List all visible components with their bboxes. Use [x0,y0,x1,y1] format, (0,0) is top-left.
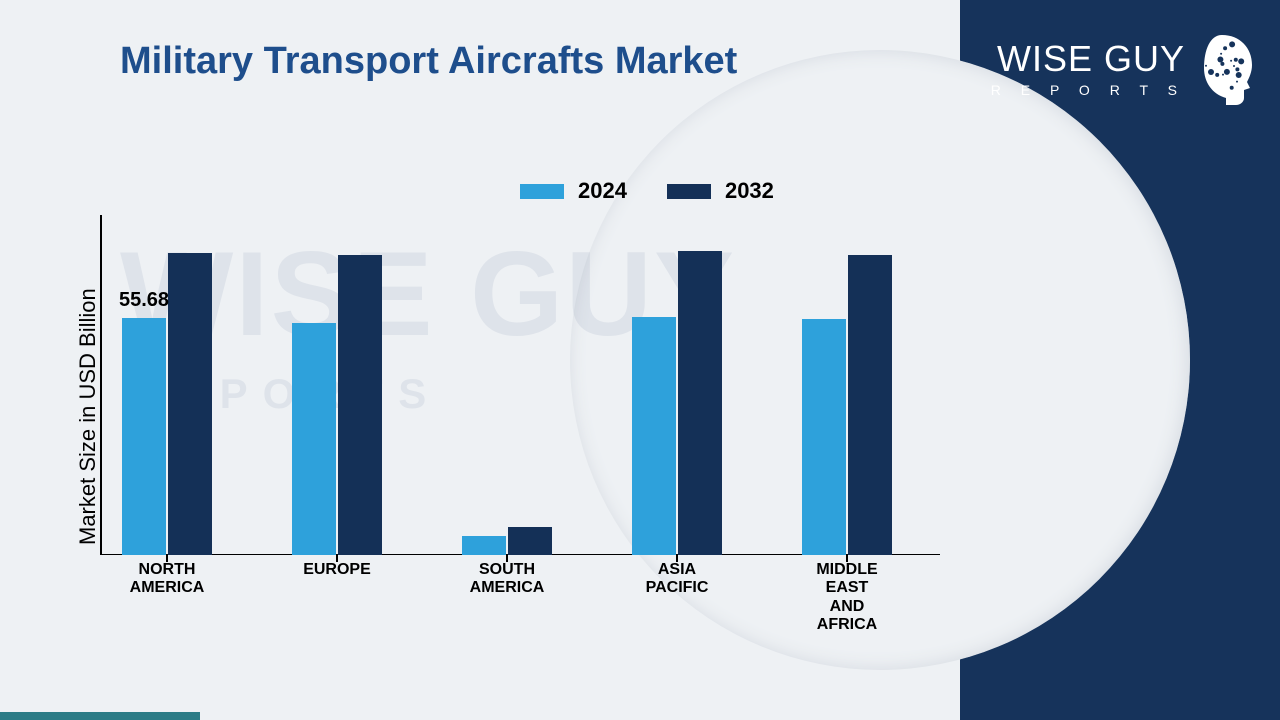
stage: WISE GUY R E P O R T S Military Transpor… [0,0,1280,720]
bar-group: ASIAPACIFIC [632,215,722,555]
bar-group: MIDDLEEASTANDAFRICA [802,215,892,555]
bar-group: SOUTHAMERICA [462,215,552,555]
legend: 2024 2032 [520,178,774,204]
brand-logo-line2: R E P O R T S [991,82,1185,98]
legend-label-2032: 2032 [725,178,774,204]
category-label: SOUTHAMERICA [447,555,567,598]
brand-head-icon [1192,30,1262,110]
chart-title: Military Transport Aircrafts Market [120,40,737,83]
category-label: MIDDLEEASTANDAFRICA [787,555,907,635]
legend-label-2024: 2024 [578,178,627,204]
legend-item-2032: 2032 [667,178,774,204]
value-label: 55.68 [104,289,184,312]
bar [802,319,846,555]
chart-plot-area: NORTHAMERICA EUROPE SOUTHAMERICA ASIAPACIFI… [100,215,940,555]
legend-swatch-2032 [667,184,711,199]
category-label: ASIAPACIFIC [617,555,737,598]
bar [632,317,676,555]
bar-group: NORTHAMERICA [122,215,212,555]
footer-accent-bar [0,712,200,720]
legend-swatch-2024 [520,184,564,199]
bar [462,536,506,555]
brand-logo-line1: WISE GUY [997,38,1185,80]
category-label: EUROPE [277,555,397,579]
category-label: NORTHAMERICA [107,555,227,598]
bar [292,323,336,555]
legend-item-2024: 2024 [520,178,627,204]
bar-group: EUROPE [292,215,382,555]
bar [848,255,892,555]
bar [678,251,722,555]
y-axis-label: Market Size in USD Billion [75,288,101,545]
bar [122,318,166,555]
bar [338,255,382,555]
bar [508,527,552,555]
y-axis-line [100,215,102,555]
